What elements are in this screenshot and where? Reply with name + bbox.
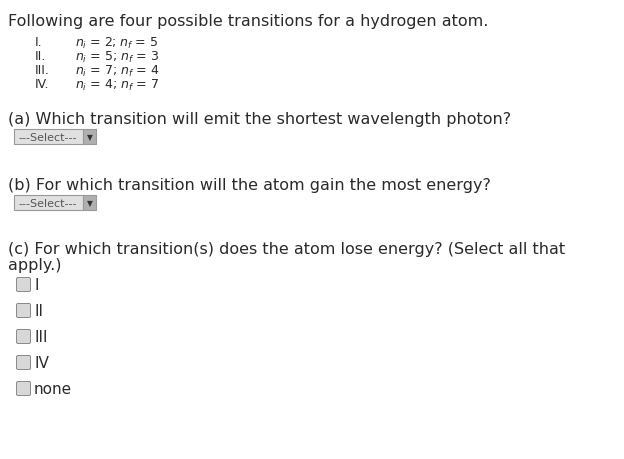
Text: I.: I. [35,36,42,49]
Text: (b) For which transition will the atom gain the most energy?: (b) For which transition will the atom g… [8,178,491,193]
Text: (a) Which transition will emit the shortest wavelength photon?: (a) Which transition will emit the short… [8,112,511,127]
Text: ▼: ▼ [87,133,92,142]
FancyBboxPatch shape [14,130,83,145]
Text: III.: III. [35,64,50,77]
Text: I: I [34,278,39,293]
Text: IV.: IV. [35,78,49,91]
FancyBboxPatch shape [16,278,31,292]
FancyBboxPatch shape [83,196,96,211]
FancyBboxPatch shape [83,130,96,145]
FancyBboxPatch shape [16,304,31,318]
Text: II.: II. [35,50,46,63]
FancyBboxPatch shape [16,356,31,369]
Text: IV: IV [34,356,49,371]
Text: none: none [34,382,72,397]
Text: II: II [34,304,43,319]
FancyBboxPatch shape [16,330,31,344]
Text: Following are four possible transitions for a hydrogen atom.: Following are four possible transitions … [8,14,489,29]
FancyBboxPatch shape [16,382,31,396]
Text: $n_i$ = 7; $n_f$ = 4: $n_i$ = 7; $n_f$ = 4 [75,64,159,79]
Text: ---Select---: ---Select--- [18,199,77,208]
FancyBboxPatch shape [14,196,83,211]
Text: $n_i$ = 2; $n_f$ = 5: $n_i$ = 2; $n_f$ = 5 [75,36,158,51]
Text: $n_i$ = 5; $n_f$ = 3: $n_i$ = 5; $n_f$ = 3 [75,50,159,65]
Text: (c) For which transition(s) does the atom lose energy? (Select all that: (c) For which transition(s) does the ato… [8,241,565,257]
Text: ▼: ▼ [87,199,92,208]
Text: $n_i$ = 4; $n_f$ = 7: $n_i$ = 4; $n_f$ = 7 [75,78,159,93]
Text: III: III [34,330,47,345]
Text: apply.): apply.) [8,257,62,272]
Text: ---Select---: ---Select--- [18,133,77,143]
